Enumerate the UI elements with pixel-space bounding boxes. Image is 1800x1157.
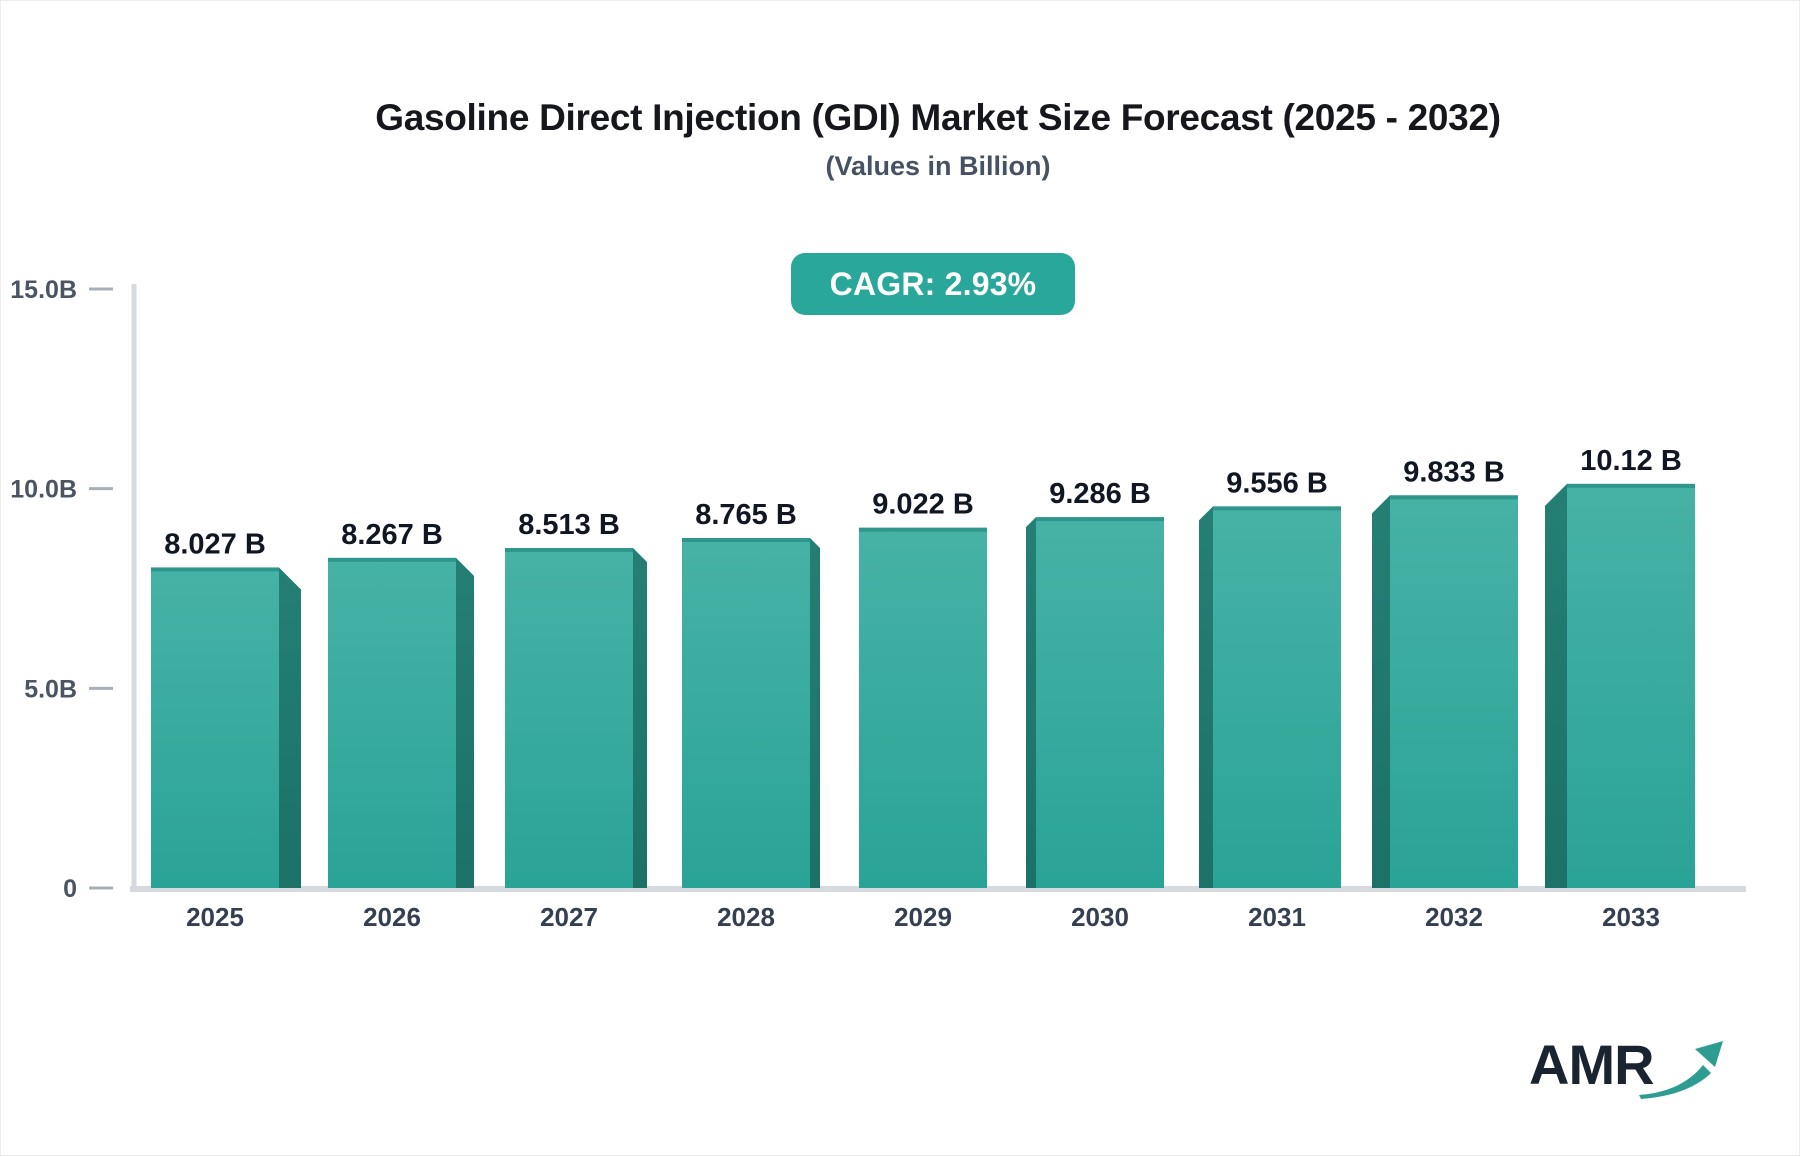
bar-value-label: 8.765 B — [695, 499, 797, 531]
bar-top-edge — [1567, 483, 1695, 488]
bar-value-label: 9.022 B — [872, 489, 974, 521]
chart-subtitle: (Values in Billion) — [825, 151, 1051, 181]
bar-value-label: 10.12 B — [1580, 445, 1682, 477]
bar-2029 — [859, 527, 987, 888]
y-tick-label: 5.0B — [24, 675, 77, 703]
bar-2031 — [1199, 506, 1341, 888]
bar-front-face — [1390, 495, 1518, 888]
amr-logo: AMR — [1529, 1035, 1739, 1109]
y-tick-label: 15.0B — [10, 276, 77, 304]
labels-layer: 8.027 B 2025 8.267 B 2026 8.513 B 2027 8.765 B… — [164, 445, 1682, 932]
x-tick-label: 2031 — [1248, 902, 1306, 932]
bar-value-label: 8.027 B — [164, 528, 266, 560]
y-tick-label: 10.0B — [10, 476, 77, 504]
bar-2030 — [1026, 517, 1164, 888]
bar-value-label: 8.513 B — [518, 509, 620, 541]
x-tick-label: 2027 — [540, 902, 598, 932]
bar-front-face — [1036, 517, 1164, 888]
axis-layer: 0 5.0B 10.0B 15.0B — [10, 276, 1746, 903]
bar-value-label: 9.833 B — [1403, 456, 1505, 488]
x-tick-label: 2032 — [1425, 902, 1483, 932]
x-tick-label: 2028 — [717, 902, 775, 932]
bar-2025 — [151, 567, 301, 888]
bar-front-face — [151, 567, 279, 888]
bar-top-edge — [859, 527, 987, 532]
bar-2027 — [505, 548, 647, 888]
bar-side-face — [1372, 495, 1390, 888]
bar-side-face — [810, 537, 820, 888]
chart-title: Gasoline Direct Injection (GDI) Market S… — [375, 97, 1501, 138]
bar-side-face — [1199, 506, 1213, 888]
bar-top-edge — [151, 567, 279, 572]
x-tick-label: 2033 — [1602, 902, 1660, 932]
bar-value-label: 8.267 B — [341, 519, 443, 551]
bar-top-edge — [1036, 517, 1164, 522]
bar-top-edge — [505, 548, 633, 553]
growth-arrow-icon — [1639, 1041, 1723, 1099]
bar-side-face — [1026, 517, 1036, 888]
bar-top-edge — [328, 557, 456, 562]
cagr-badge: CAGR: 2.93% — [791, 253, 1075, 315]
bar-front-face — [505, 548, 633, 888]
cagr-badge-label: CAGR: 2.93% — [829, 265, 1037, 302]
bar-2033 — [1545, 483, 1695, 888]
bar-2026 — [328, 557, 474, 888]
x-tick-label: 2025 — [186, 902, 244, 932]
bar-top-edge — [1390, 495, 1518, 500]
bar-side-face — [633, 548, 647, 888]
bar-2032 — [1372, 495, 1518, 888]
bar-top-edge — [1213, 506, 1341, 511]
bar-side-face — [456, 557, 474, 888]
bar-front-face — [1567, 483, 1695, 888]
bar-side-face — [1545, 483, 1567, 888]
amr-logo-text: AMR — [1529, 1033, 1655, 1096]
bars-layer — [151, 483, 1695, 888]
bar-2028 — [682, 537, 820, 888]
y-tick-label: 0 — [63, 875, 77, 903]
x-tick-label: 2029 — [894, 902, 952, 932]
x-tick-label: 2030 — [1071, 902, 1129, 932]
bar-front-face — [1213, 506, 1341, 888]
bar-side-face — [279, 567, 301, 888]
x-tick-label: 2026 — [363, 902, 421, 932]
bar-front-face — [328, 557, 456, 888]
bar-value-label: 9.556 B — [1226, 467, 1328, 499]
bar-value-label: 9.286 B — [1049, 478, 1151, 510]
bar-front-face — [859, 527, 987, 888]
bar-front-face — [682, 537, 810, 888]
bar-top-edge — [682, 537, 810, 542]
